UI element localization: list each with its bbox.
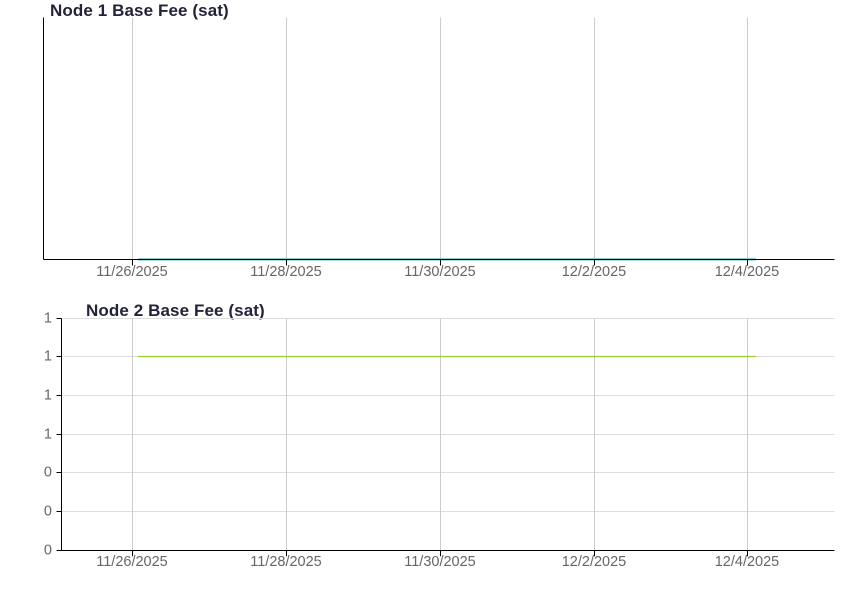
- svg-text:12/4/2025: 12/4/2025: [715, 264, 780, 280]
- svg-text:11/30/2025: 11/30/2025: [404, 554, 476, 570]
- svg-text:11/26/2025: 11/26/2025: [96, 264, 168, 280]
- svg-text:12/2/2025: 12/2/2025: [562, 554, 627, 570]
- svg-text:1: 1: [44, 349, 52, 365]
- svg-text:11/26/2025: 11/26/2025: [96, 554, 168, 570]
- svg-text:1: 1: [44, 311, 52, 327]
- svg-text:0: 0: [44, 465, 52, 481]
- svg-text:0: 0: [44, 543, 52, 559]
- svg-text:12/4/2025: 12/4/2025: [715, 554, 780, 570]
- svg-text:11/28/2025: 11/28/2025: [250, 554, 322, 570]
- svg-text:1: 1: [44, 388, 52, 404]
- svg-text:0: 0: [44, 504, 52, 520]
- svg-text:1: 1: [44, 427, 52, 443]
- svg-text:12/2/2025: 12/2/2025: [562, 264, 627, 280]
- svg-text:11/30/2025: 11/30/2025: [404, 264, 476, 280]
- svg-text:11/28/2025: 11/28/2025: [250, 264, 322, 280]
